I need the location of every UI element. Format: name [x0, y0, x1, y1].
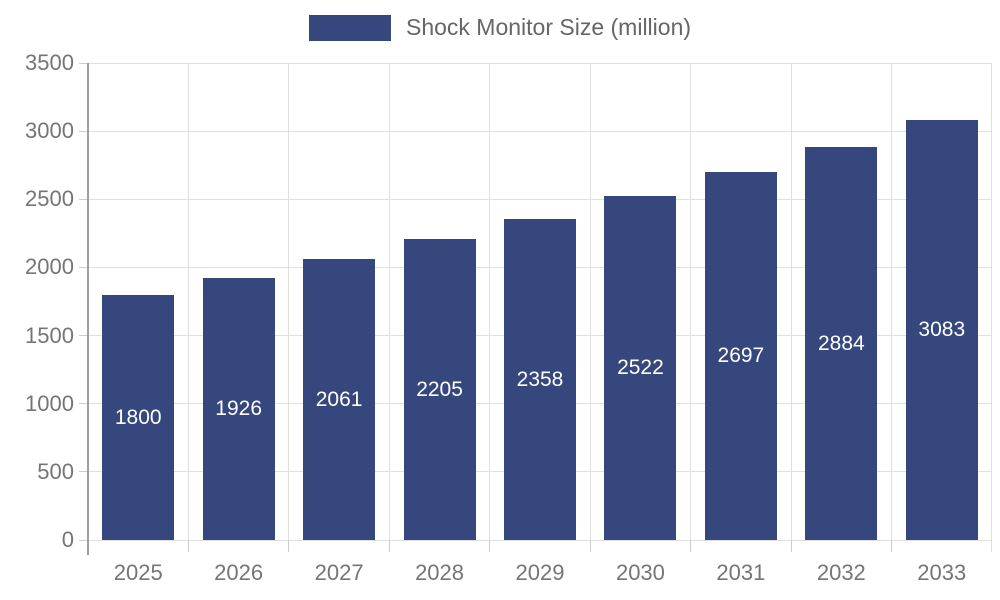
y-axis-tick-label: 0 [61, 527, 74, 552]
legend-swatch [308, 14, 391, 41]
chart-legend[interactable]: Shock Monitor Size (million) [308, 14, 692, 41]
plot-right-border [991, 63, 992, 552]
gridline-horizontal [88, 198, 992, 200]
y-axis-tick-label: 1000 [25, 390, 74, 416]
bar: 2522 [604, 196, 677, 540]
x-axis-tick-label: 2025 [113, 560, 163, 585]
bar: 2884 [805, 147, 878, 540]
y-axis-tick-label: 3000 [25, 118, 74, 144]
bar: 2205 [403, 239, 476, 540]
bar-value-label: 2884 [817, 331, 865, 355]
gridline-vertical [891, 63, 893, 540]
bar: 2061 [303, 259, 376, 540]
y-axis-tick [79, 198, 88, 200]
x-axis-tick-label: 2029 [515, 560, 565, 585]
bar-value-label: 1800 [114, 405, 162, 429]
bar: 2697 [704, 172, 777, 540]
x-axis-tick-label: 2030 [615, 560, 665, 585]
bar-value-label: 2358 [516, 367, 564, 391]
x-axis-tick [891, 540, 893, 552]
y-axis-tick [79, 335, 88, 337]
bar-value-label: 2522 [617, 356, 664, 379]
gridline-horizontal [88, 539, 992, 541]
y-axis-tick-label: 500 [37, 458, 74, 484]
bar-value-label: 3083 [918, 318, 966, 341]
gridline-vertical [589, 63, 591, 540]
y-axis-tick [79, 403, 88, 405]
y-axis-tick [79, 62, 88, 64]
y-axis-line [87, 63, 89, 555]
gridline-horizontal [88, 130, 992, 132]
y-axis-tick [79, 130, 88, 132]
x-axis-tick-label: 2033 [917, 560, 967, 585]
legend-label: Shock Monitor Size (million) [405, 14, 692, 40]
gridline-horizontal [88, 62, 992, 64]
gridline-vertical [187, 63, 189, 540]
gridline-vertical [690, 63, 692, 540]
bar: 1800 [102, 295, 175, 540]
gridline-vertical [388, 63, 390, 540]
x-axis-tick [187, 540, 189, 552]
y-axis-tick [79, 539, 88, 541]
y-axis-tick [79, 471, 88, 473]
y-axis-tick-label: 3500 [25, 50, 74, 75]
y-axis-tick [79, 266, 88, 268]
gridline-vertical [790, 63, 792, 540]
x-axis-tick [489, 540, 491, 552]
gridline-vertical [489, 63, 491, 540]
bar-value-label: 2697 [717, 344, 765, 367]
x-axis-tick [388, 540, 390, 552]
bar: 1926 [202, 278, 275, 540]
x-axis-tick-label: 2028 [415, 560, 465, 585]
x-axis-tick-label: 2026 [214, 560, 264, 585]
y-axis-tick-label: 2500 [25, 186, 74, 212]
bar: 3083 [905, 120, 978, 540]
bar: 2358 [504, 219, 576, 540]
bar-value-label: 2205 [416, 377, 463, 401]
y-axis-tick-label: 2000 [25, 254, 74, 280]
bar-value-label: 2061 [315, 387, 363, 411]
x-axis-tick [288, 540, 290, 552]
gridline-vertical [288, 63, 290, 540]
x-axis-tick-label: 2027 [314, 560, 364, 585]
x-axis-tick [790, 540, 792, 552]
bar-value-label: 1926 [215, 397, 263, 420]
x-axis-tick [589, 540, 591, 552]
x-axis-tick-label: 2032 [816, 560, 866, 585]
x-axis-tick-label: 2031 [716, 560, 766, 585]
y-axis-tick-label: 1500 [25, 322, 74, 348]
x-axis-tick [690, 540, 692, 552]
